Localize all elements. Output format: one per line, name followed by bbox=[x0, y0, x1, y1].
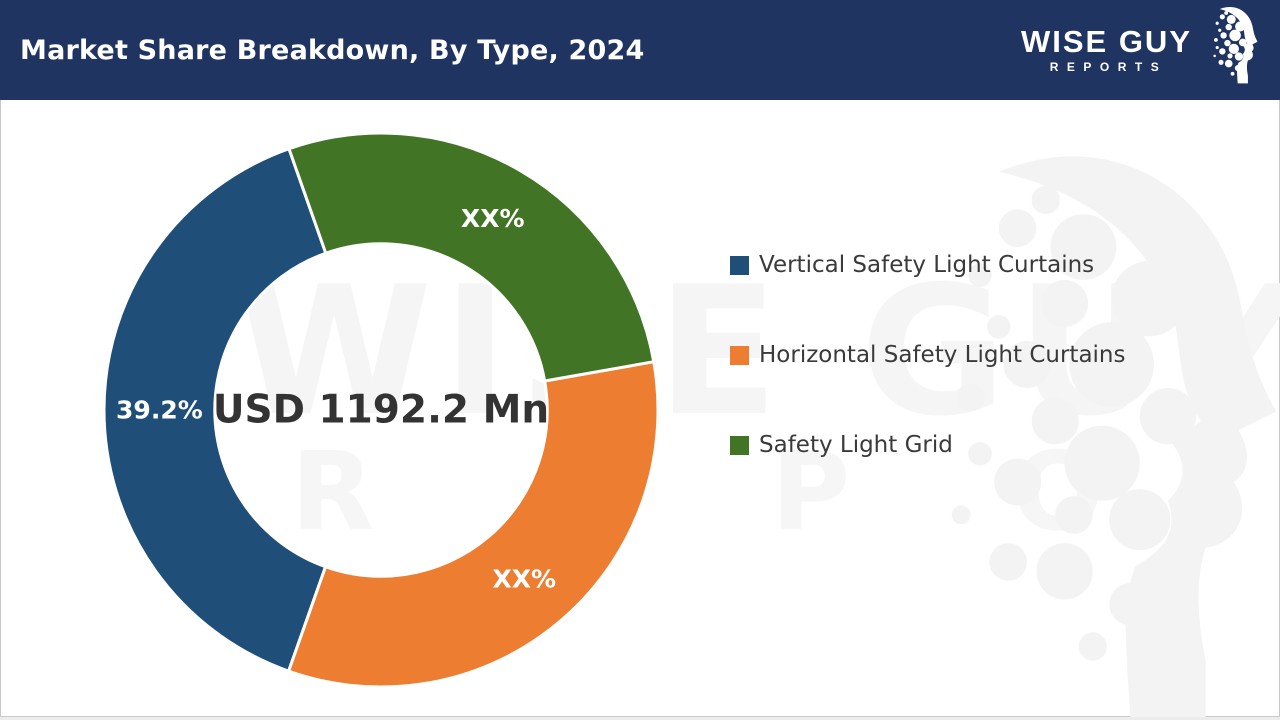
legend-item-horizontal-safety-light-curtains: Horizontal Safety Light Curtains bbox=[730, 341, 1126, 368]
slice-label: XX% bbox=[492, 565, 556, 594]
legend-swatch-blue bbox=[730, 255, 749, 275]
legend-label: Horizontal Safety Light Curtains bbox=[759, 341, 1126, 368]
legend-label: Safety Light Grid bbox=[759, 431, 953, 458]
chart-legend: Vertical Safety Light Curtains Horizonta… bbox=[730, 251, 1126, 525]
donut-slice-labels: 39.2% XX% XX% bbox=[116, 204, 556, 593]
donut-slice-safety-light-grid bbox=[287, 131, 656, 383]
donut-slice-vertical-safety-light-curtains bbox=[102, 147, 328, 673]
header-bar: Market Share Breakdown, By Type, 2024 bbox=[0, 0, 1280, 100]
legend-item-vertical-safety-light-curtains: Vertical Safety Light Curtains bbox=[730, 251, 1126, 278]
legend-item-safety-light-grid: Safety Light Grid bbox=[730, 431, 1126, 458]
wise-guy-reports-logo: WISE GUY REPORTS bbox=[1021, 6, 1262, 84]
legend-swatch-green bbox=[730, 435, 749, 455]
slice-label: XX% bbox=[461, 204, 525, 233]
logo-face-icon bbox=[1213, 7, 1258, 84]
logo-text: WISE GUY REPORTS bbox=[1021, 26, 1192, 74]
logo-subtext: REPORTS bbox=[1049, 60, 1168, 74]
legend-label: Vertical Safety Light Curtains bbox=[759, 251, 1095, 278]
watermark-text-line2: R E P O bbox=[291, 430, 1166, 555]
donut-slices bbox=[102, 131, 660, 689]
slice-label: 39.2% bbox=[116, 395, 203, 424]
logo-wordmark: WISE GUY bbox=[1020, 24, 1192, 59]
donut-center-value: USD 1192.2 Mn bbox=[213, 388, 549, 433]
legend-swatch-orange bbox=[730, 345, 749, 365]
page-title: Market Share Breakdown, By Type, 2024 bbox=[20, 34, 645, 66]
donut-slice-horizontal-safety-light-curtains bbox=[287, 360, 660, 689]
